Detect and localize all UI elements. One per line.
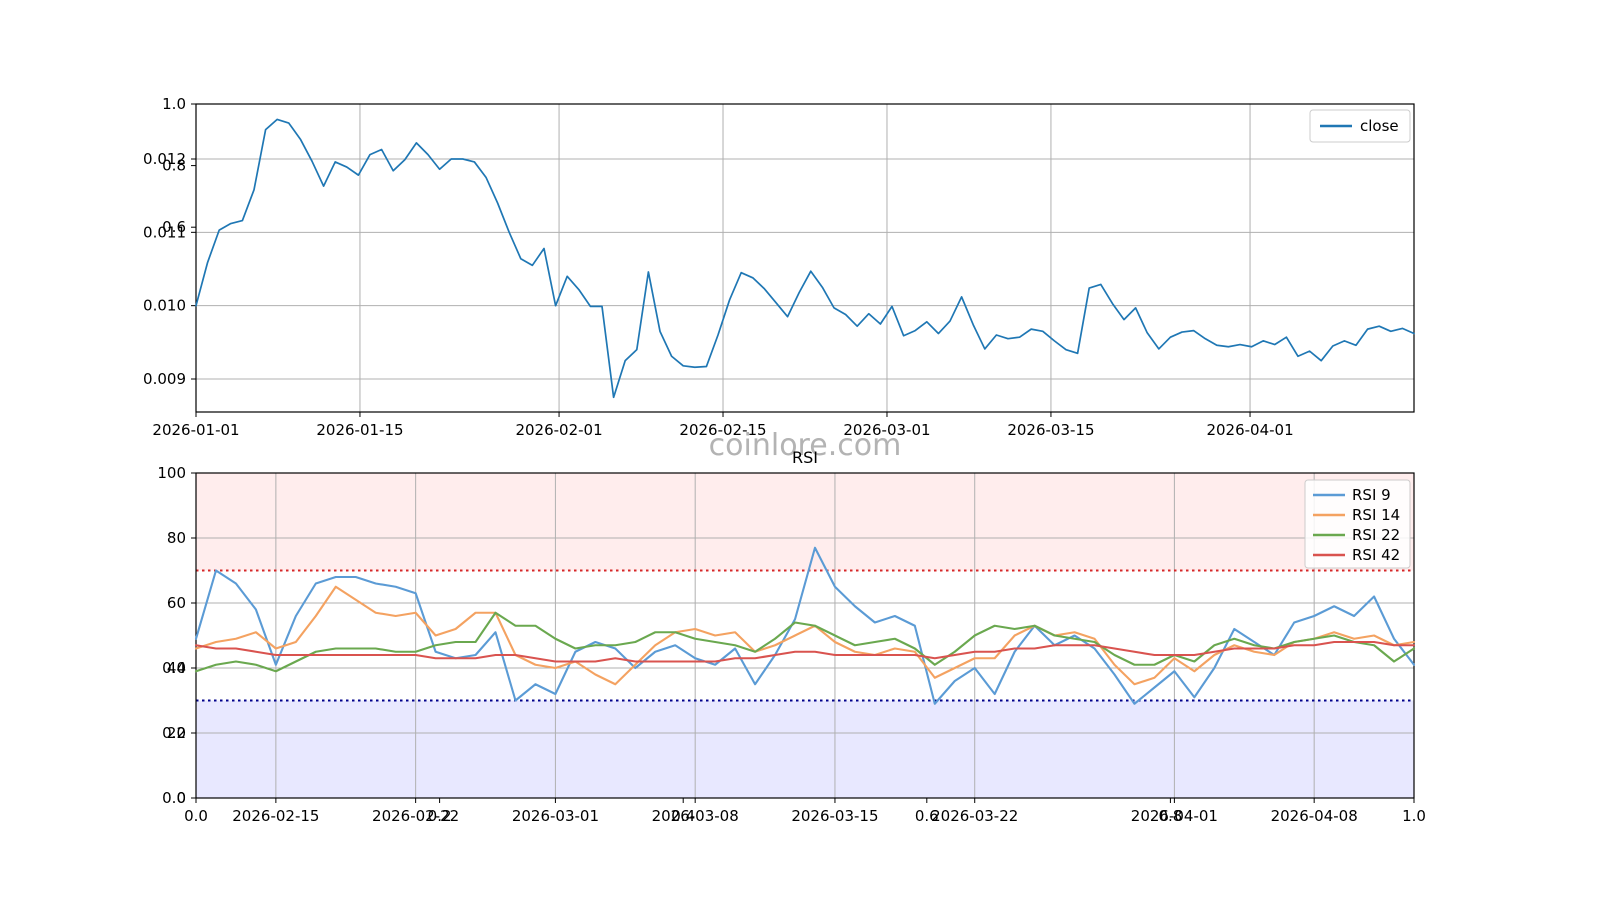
price-ytick-label: 0.011 — [143, 223, 186, 241]
rsi-xtick-label: 2026-03-01 — [512, 807, 599, 825]
rsi-series-rsi-42 — [194, 640, 1416, 663]
price-axis-frame — [195, 103, 1415, 413]
rsi-ytick-label: 40 — [167, 659, 186, 677]
rsi-xtick-sec-label: 0.0 — [184, 807, 208, 825]
rsi-chart-panel: 0 20 40 60 80 100 0.0 0.2 0.4 2026-02-15 2026-02-2… — [157, 448, 1426, 825]
price-plot-area — [196, 104, 1414, 412]
rsi-xtick-label: 2026-02-15 — [232, 807, 319, 825]
price-series-close — [195, 118, 1415, 399]
rsi-xtick-sec-label: 0.8 — [1158, 807, 1182, 825]
rsi-series-rsi-9 — [194, 546, 1416, 705]
price-xtick-label: 2026-02-15 — [679, 421, 766, 439]
watermark-text: coinlore.com — [709, 428, 902, 463]
rsi-legend-label-0: RSI 9 — [1352, 486, 1391, 504]
rsi-xtick-sec-label: 1.0 — [1402, 807, 1426, 825]
price-ytick-label: 0.009 — [143, 370, 186, 388]
rsi-xtick-label: 2026-02-22 — [372, 807, 459, 825]
rsi-ytick-label: 100 — [157, 464, 186, 482]
rsi-plot-area — [196, 473, 1414, 798]
price-chart-panel: 0.012 0.011 0.010 0.009 1.0 0.8 0.6 2026-01-01 2… — [143, 95, 1415, 463]
rsi-xtick-label: 2026-03-08 — [652, 807, 739, 825]
rsi-legend-label-3: RSI 42 — [1352, 546, 1400, 564]
price-xtick-label: 2026-04-01 — [1206, 421, 1293, 439]
rsi-series-rsi-14 — [194, 585, 1416, 686]
rsi-series-rsi-22 — [194, 611, 1416, 673]
price-legend — [1309, 109, 1411, 143]
price-ytick-label: 0.010 — [143, 297, 186, 315]
rsi-ytick-label: 60 — [167, 594, 186, 612]
rsi-band — [196, 700, 1414, 798]
price-legend-label-close: close — [1360, 117, 1399, 135]
price-ytick-sec-label: 0.6 — [162, 218, 186, 236]
rsi-xtick-label: 2026-03-15 — [791, 807, 878, 825]
rsi-ytick-label: 20 — [167, 724, 186, 742]
rsi-ytick-sec-label: 0.2 — [162, 724, 186, 742]
rsi-legend-label-1: RSI 14 — [1352, 506, 1400, 524]
rsi-ytick-label: 80 — [167, 529, 186, 547]
rsi-ytick-sec-label: 0.4 — [162, 659, 186, 677]
price-xtick-label: 2026-03-15 — [1007, 421, 1094, 439]
rsi-legend-label-2: RSI 22 — [1352, 526, 1400, 544]
rsi-xtick-sec-label: 0.6 — [915, 807, 939, 825]
rsi-xtick-label: 2026-04-08 — [1271, 807, 1358, 825]
rsi-ytick-label: 0 — [176, 789, 186, 807]
price-xtick-label: 2026-02-01 — [515, 421, 602, 439]
price-ytick-sec-label: 0.8 — [162, 157, 186, 175]
price-xtick-label: 2026-01-01 — [152, 421, 239, 439]
price-ytick-sec-label: 1.0 — [162, 95, 186, 113]
rsi-band — [196, 473, 1414, 571]
rsi-xtick-sec-label: 0.4 — [671, 807, 695, 825]
rsi-ytick-sec-label: 0.0 — [162, 789, 186, 807]
rsi-xtick-label: 2026-04-01 — [1131, 807, 1218, 825]
price-xtick-label: 2026-01-15 — [316, 421, 403, 439]
price-ytick-label: 0.012 — [143, 150, 186, 168]
rsi-legend — [1304, 479, 1411, 569]
rsi-xtick-sec-label: 0.2 — [428, 807, 452, 825]
rsi-title: RSI — [792, 448, 818, 467]
price-xtick-label: 2026-03-01 — [843, 421, 930, 439]
rsi-xtick-label: 2026-03-22 — [931, 807, 1018, 825]
